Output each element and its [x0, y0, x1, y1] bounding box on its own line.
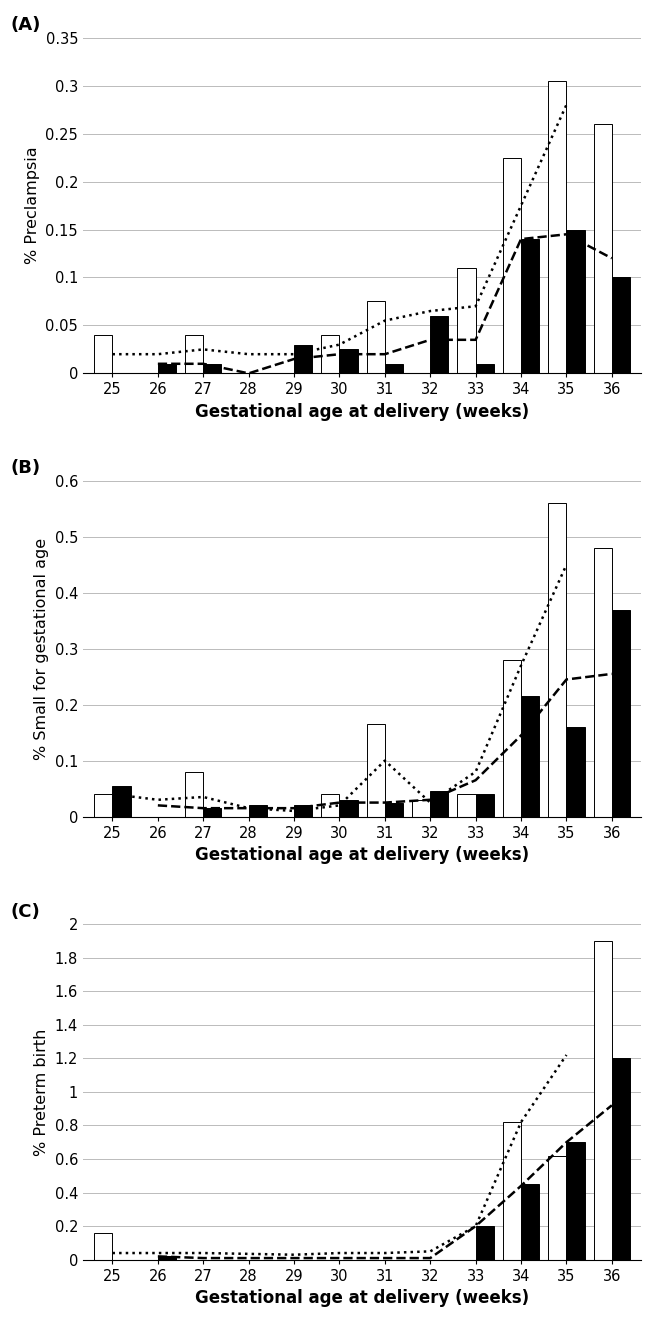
Bar [294, 805, 312, 817]
Text: (C): (C) [11, 903, 40, 920]
Bar [203, 364, 222, 373]
Bar [548, 81, 567, 373]
Bar [249, 805, 266, 817]
Bar [340, 800, 357, 817]
Bar [457, 794, 476, 817]
Bar [503, 1123, 521, 1259]
X-axis label: Gestational age at delivery (weeks): Gestational age at delivery (weeks) [195, 402, 529, 421]
Bar [521, 1184, 539, 1259]
Bar [612, 609, 630, 817]
Bar [321, 794, 340, 817]
Bar [340, 350, 357, 373]
Y-axis label: % Preclampsia: % Preclampsia [25, 147, 39, 265]
X-axis label: Gestational age at delivery (weeks): Gestational age at delivery (weeks) [195, 1290, 529, 1307]
Text: (B): (B) [11, 459, 41, 478]
Bar [594, 124, 612, 373]
Bar [476, 794, 494, 817]
Bar [185, 335, 203, 373]
Bar [321, 335, 340, 373]
Y-axis label: % Small for gestational age: % Small for gestational age [34, 538, 49, 760]
Bar [94, 335, 113, 373]
Bar [567, 1143, 584, 1259]
Bar [476, 364, 494, 373]
Bar [94, 794, 113, 817]
Y-axis label: % Preterm birth: % Preterm birth [34, 1029, 49, 1156]
Bar [203, 808, 222, 817]
Bar [612, 278, 630, 373]
Bar [567, 727, 584, 817]
Bar [412, 800, 430, 817]
Bar [294, 344, 312, 373]
Bar [503, 659, 521, 817]
Bar [158, 364, 176, 373]
Bar [476, 1226, 494, 1259]
Bar [548, 503, 567, 817]
X-axis label: Gestational age at delivery (weeks): Gestational age at delivery (weeks) [195, 846, 529, 865]
Bar [594, 941, 612, 1259]
Bar [367, 302, 385, 373]
Bar [567, 229, 584, 373]
Bar [430, 792, 448, 817]
Bar [185, 772, 203, 817]
Bar [521, 696, 539, 817]
Bar [521, 240, 539, 373]
Bar [548, 1156, 567, 1259]
Text: (A): (A) [11, 16, 41, 34]
Bar [430, 316, 448, 373]
Bar [385, 364, 403, 373]
Bar [158, 1256, 176, 1259]
Bar [503, 158, 521, 373]
Bar [385, 802, 403, 817]
Bar [612, 1058, 630, 1259]
Bar [94, 1233, 113, 1259]
Bar [457, 267, 476, 373]
Bar [367, 724, 385, 817]
Bar [594, 548, 612, 817]
Bar [113, 785, 131, 817]
